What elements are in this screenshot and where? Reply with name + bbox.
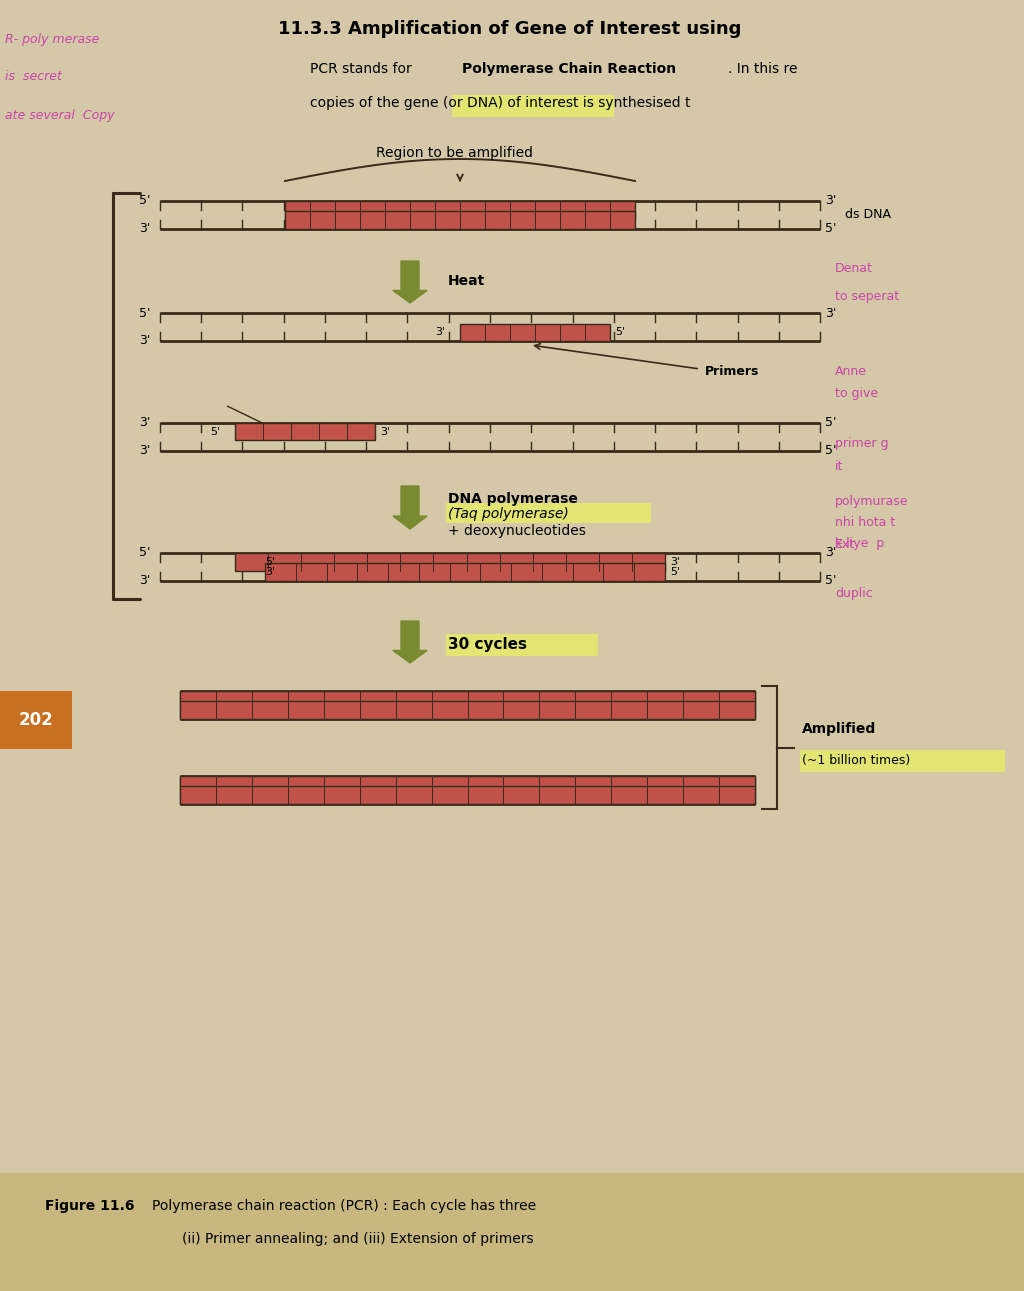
Text: 3': 3'	[138, 417, 150, 430]
Text: + deoxynucleotides: + deoxynucleotides	[449, 524, 586, 538]
Text: copies of the gene (or DNA) of interest is synthesised t: copies of the gene (or DNA) of interest …	[310, 96, 690, 110]
Text: 3': 3'	[138, 222, 150, 235]
Text: 202: 202	[18, 711, 53, 729]
Text: Region to be amplified: Region to be amplified	[377, 146, 534, 160]
Text: k liye  p: k liye p	[835, 537, 885, 550]
Text: 3': 3'	[825, 195, 837, 208]
Text: 3': 3'	[138, 574, 150, 587]
Bar	[234, 553, 665, 571]
Text: 5': 5'	[265, 556, 275, 567]
Text: Anne: Anne	[835, 364, 867, 377]
Bar	[180, 776, 755, 794]
Bar	[460, 324, 610, 341]
Text: 3': 3'	[825, 546, 837, 559]
Bar	[180, 701, 755, 719]
Text: nhi hota t: nhi hota t	[835, 516, 895, 529]
Bar	[0, 691, 72, 749]
Text: 3': 3'	[265, 567, 275, 577]
Text: 3': 3'	[435, 328, 445, 337]
Text: 5': 5'	[825, 417, 837, 430]
Text: 5': 5'	[138, 195, 150, 208]
Bar	[285, 210, 635, 229]
Text: primer g: primer g	[835, 436, 889, 449]
Text: 3': 3'	[138, 444, 150, 457]
Text: 3': 3'	[670, 556, 680, 567]
FancyArrow shape	[393, 621, 427, 664]
Text: ds DNA: ds DNA	[845, 209, 891, 222]
Bar	[800, 750, 1005, 772]
Text: (ii) Primer annealing; and (iii) Extension of primers: (ii) Primer annealing; and (iii) Extensi…	[182, 1232, 534, 1246]
Text: to give: to give	[835, 386, 879, 399]
Text: Polymerase Chain Reaction: Polymerase Chain Reaction	[462, 62, 676, 76]
Text: Ext: Ext	[835, 538, 855, 551]
Bar	[446, 503, 651, 523]
Text: 5': 5'	[825, 222, 837, 235]
Bar	[265, 563, 665, 581]
Text: it: it	[835, 460, 844, 473]
Text: . In this re: . In this re	[728, 62, 798, 76]
Bar	[180, 786, 755, 804]
Text: Denat: Denat	[835, 262, 872, 275]
Bar	[446, 634, 598, 656]
Text: (~1 billion times): (~1 billion times)	[802, 754, 910, 767]
Text: (Taq polymerase): (Taq polymerase)	[449, 507, 568, 522]
Text: 5': 5'	[615, 328, 625, 337]
Text: is  secret: is secret	[5, 70, 61, 83]
Text: duplic: duplic	[835, 586, 872, 599]
Text: 11.3.3 Amplification of Gene of Interest using: 11.3.3 Amplification of Gene of Interest…	[279, 19, 741, 37]
FancyArrow shape	[393, 261, 427, 303]
Text: Primers: Primers	[705, 364, 760, 377]
Text: 5': 5'	[825, 444, 837, 457]
Text: Heat: Heat	[449, 274, 485, 288]
Bar	[452, 96, 614, 117]
Text: DNA polymerase: DNA polymerase	[449, 492, 578, 506]
Text: 5': 5'	[138, 546, 150, 559]
Text: polymurase: polymurase	[835, 494, 908, 507]
FancyArrow shape	[393, 485, 427, 529]
Text: Figure 11.6: Figure 11.6	[45, 1199, 134, 1214]
Text: 5': 5'	[210, 426, 220, 436]
Bar	[180, 691, 755, 709]
Text: ate several  Copy: ate several Copy	[5, 110, 115, 123]
Text: 5': 5'	[138, 306, 150, 319]
Bar	[234, 423, 375, 440]
Text: Polymerase chain reaction (PCR) : Each cycle has three: Polymerase chain reaction (PCR) : Each c…	[152, 1199, 537, 1214]
Text: PCR stands for: PCR stands for	[310, 62, 416, 76]
Text: 3': 3'	[138, 334, 150, 347]
Text: 3': 3'	[825, 306, 837, 319]
Text: 5': 5'	[825, 574, 837, 587]
Text: to seperat: to seperat	[835, 289, 899, 302]
Text: 3': 3'	[380, 426, 390, 436]
Text: 30 cycles: 30 cycles	[449, 636, 527, 652]
Bar	[0, 1174, 1024, 1291]
Text: 5': 5'	[670, 567, 680, 577]
Bar	[285, 201, 635, 219]
Text: Amplified: Amplified	[802, 723, 877, 736]
Text: R- poly merase: R- poly merase	[5, 32, 99, 45]
